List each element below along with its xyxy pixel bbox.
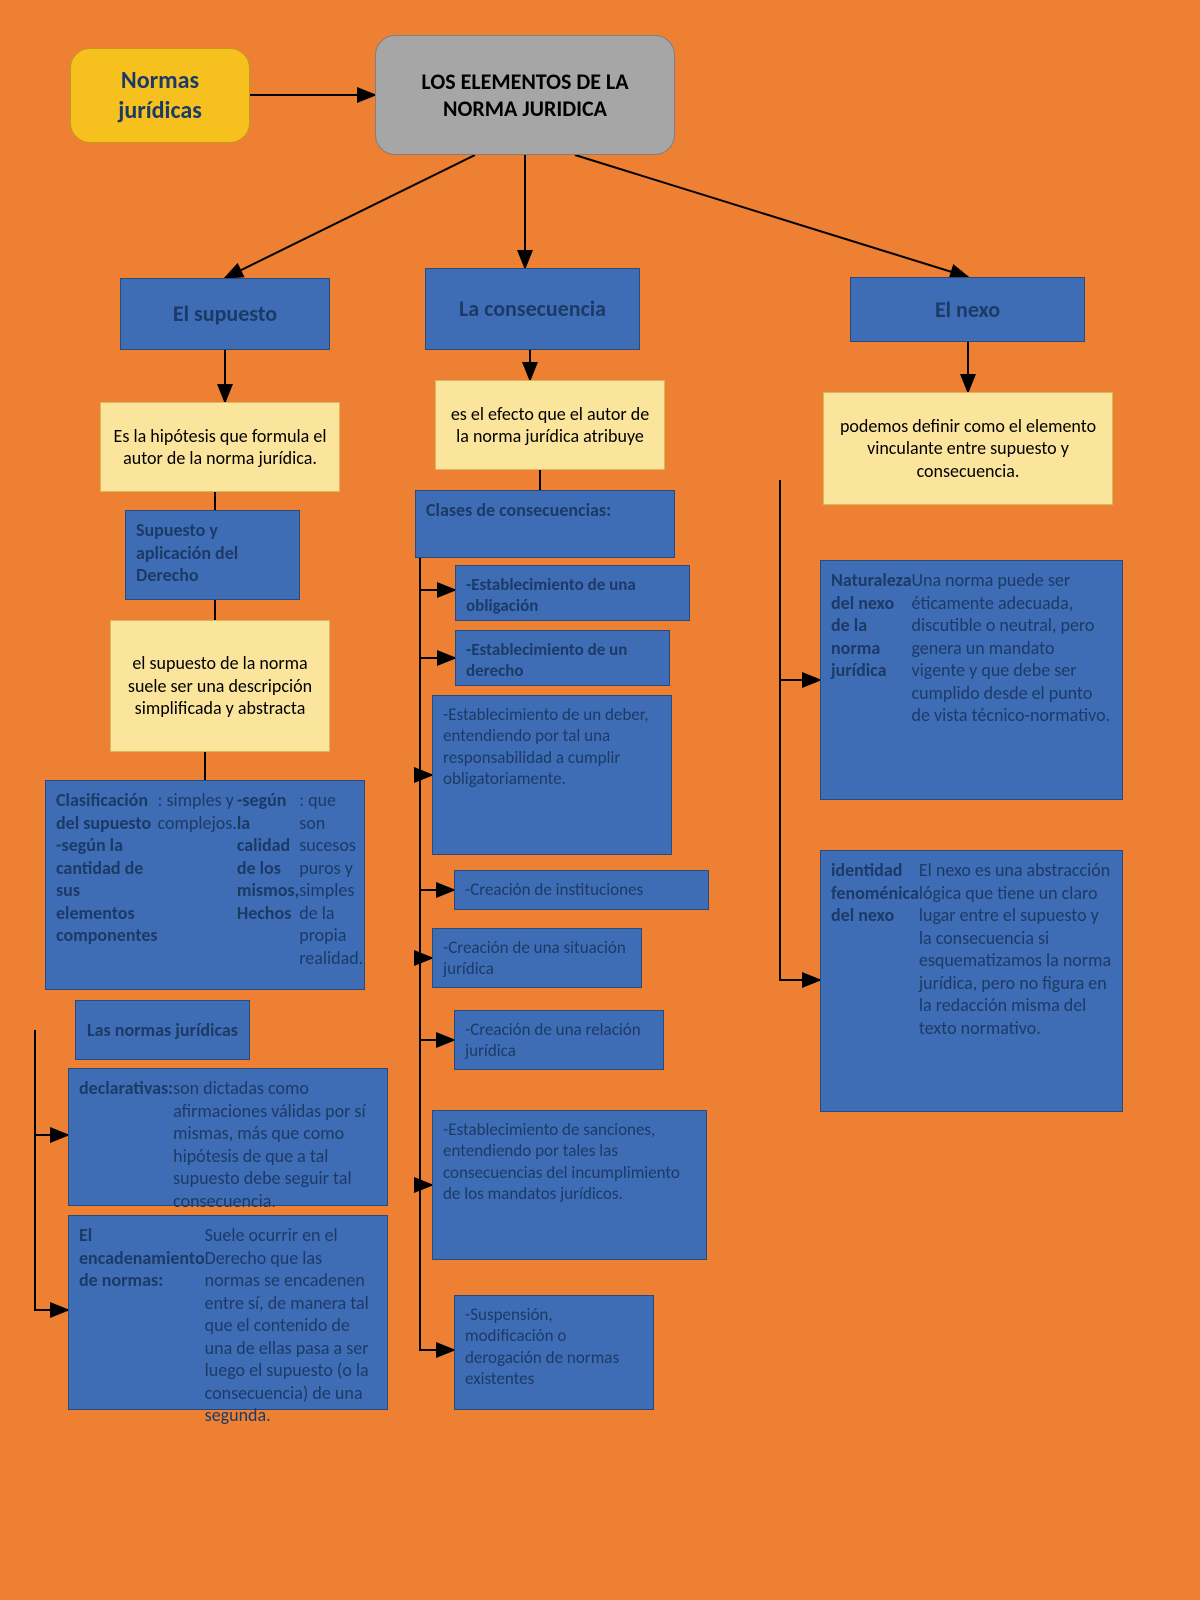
node-title: LOS ELEMENTOS DE LA NORMA JURIDICA (375, 35, 675, 155)
node-col3_header: El nexo (850, 277, 1085, 342)
node-c3_n1: podemos definir como el elemento vincula… (823, 392, 1113, 505)
node-c1_n6: declarativas: son dictadas como afirmaci… (68, 1068, 388, 1206)
node-c2_i3: -Establecimiento de un deber, entendiend… (432, 695, 672, 855)
node-col2_header: La consecuencia (425, 268, 640, 350)
node-source: Normas jurídicas (70, 48, 250, 143)
node-c2_i4: -Creación de instituciones (454, 870, 709, 910)
node-c2_i1: -Establecimiento de una obligación (455, 565, 690, 621)
node-c3_n2: Naturaleza del nexo de la norma jurídica… (820, 560, 1123, 800)
node-c2_i5: -Creación de una situación jurídica (432, 928, 642, 988)
node-c2_i7: -Establecimiento de sanciones, entendien… (432, 1110, 707, 1260)
node-c2_i8: -Suspensión, modificación o derogación d… (454, 1295, 654, 1410)
node-c1_n3: el supuesto de la norma suele ser una de… (110, 620, 330, 752)
node-c2_n1: es el efecto que el autor de la norma ju… (435, 380, 665, 470)
node-c2_classes: Clases de consecuencias: (415, 490, 675, 558)
node-c3_n3: identidad fenoménica del nexo El nexo es… (820, 850, 1123, 1112)
node-c1_n7: El encadenamiento de normas: Suele ocurr… (68, 1215, 388, 1410)
node-c1_n4: Clasificación del supuesto-según la cant… (45, 780, 365, 990)
node-c1_n2: Supuesto y aplicación del Derecho (125, 510, 300, 600)
node-col1_header: El supuesto (120, 278, 330, 350)
node-c1_n1: Es la hipótesis que formula el autor de … (100, 402, 340, 492)
node-c2_i2: -Establecimiento de un derecho (455, 630, 670, 686)
node-c1_n5: Las normas jurídicas (75, 1000, 250, 1060)
node-c2_i6: -Creación de una relación jurídica (454, 1010, 664, 1070)
